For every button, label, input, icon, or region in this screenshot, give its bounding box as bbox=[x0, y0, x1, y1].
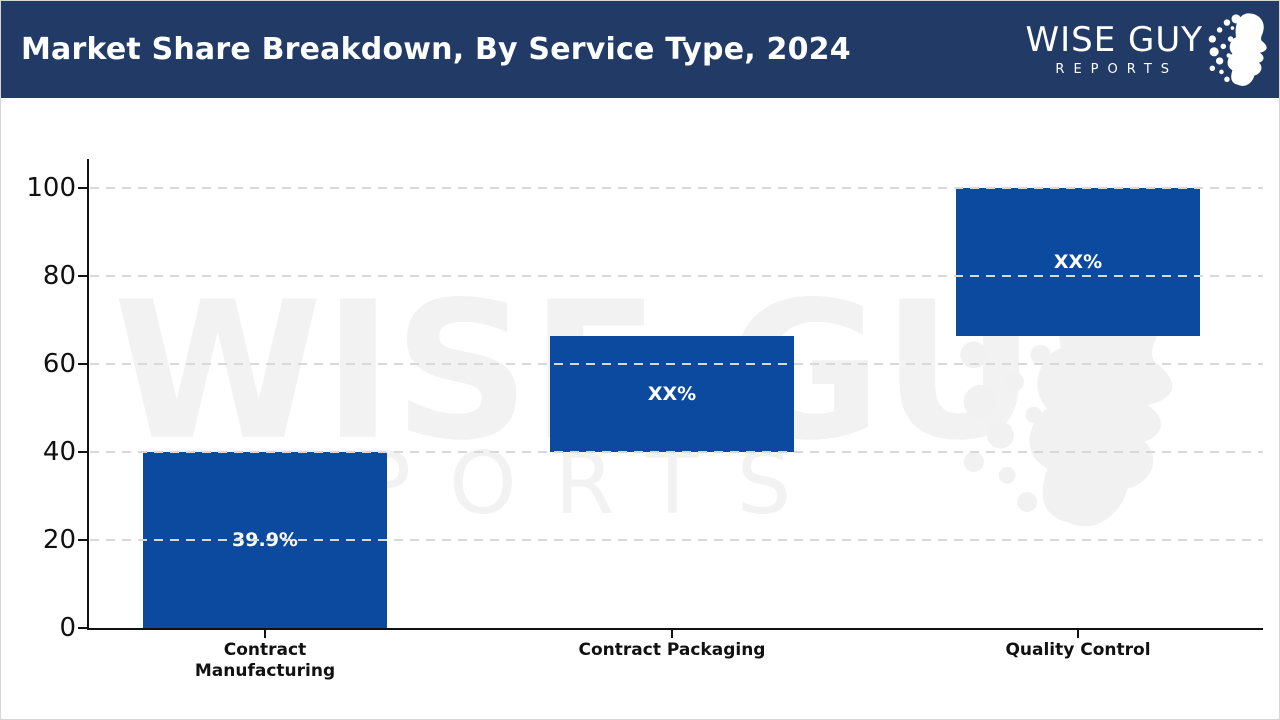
y-gridline bbox=[90, 451, 1263, 453]
y-tick-mark bbox=[78, 451, 87, 453]
y-tick-label: 0 bbox=[59, 613, 76, 643]
y-tick-label: 100 bbox=[26, 173, 76, 203]
y-axis-line bbox=[87, 159, 89, 630]
x-tick-mark bbox=[264, 630, 266, 638]
logo-text: WISE GUY REPORTS bbox=[1025, 23, 1203, 77]
bar-segment: XX% bbox=[956, 188, 1200, 336]
y-tick-label: 20 bbox=[42, 525, 76, 555]
x-category-label: Contract Manufacturing bbox=[194, 640, 336, 681]
y-gridline bbox=[90, 275, 1263, 277]
x-category-label: Contract Packaging bbox=[578, 640, 766, 660]
wise-guy-reports-logo: WISE GUY REPORTS bbox=[1025, 10, 1269, 90]
page-title: Market Share Breakdown, By Service Type,… bbox=[21, 32, 851, 67]
x-category-label: Quality Control bbox=[1005, 640, 1151, 660]
y-gridline bbox=[90, 187, 1263, 189]
y-tick-mark bbox=[78, 275, 87, 277]
y-tick-label: 40 bbox=[42, 437, 76, 467]
y-gridline bbox=[90, 363, 1263, 365]
y-gridline bbox=[90, 539, 1263, 541]
x-axis-line bbox=[87, 628, 1263, 630]
logo-subtext: REPORTS bbox=[1055, 61, 1179, 77]
header-bar: Market Share Breakdown, By Service Type,… bbox=[1, 1, 1279, 98]
y-tick-label: 80 bbox=[42, 261, 76, 291]
y-tick-mark bbox=[78, 187, 87, 189]
y-tick-label: 60 bbox=[42, 349, 76, 379]
bar-value-label: XX% bbox=[647, 382, 697, 405]
x-tick-mark bbox=[1077, 630, 1079, 638]
y-tick-mark bbox=[78, 363, 87, 365]
y-tick-mark bbox=[78, 627, 87, 629]
logo-wordmark: WISE GUY bbox=[1025, 19, 1203, 60]
y-tick-mark bbox=[78, 539, 87, 541]
bar-value-label: XX% bbox=[1053, 250, 1103, 273]
bar-segment: XX% bbox=[550, 335, 794, 452]
x-tick-mark bbox=[671, 630, 673, 638]
dotted-face-profile-icon bbox=[1205, 10, 1269, 90]
